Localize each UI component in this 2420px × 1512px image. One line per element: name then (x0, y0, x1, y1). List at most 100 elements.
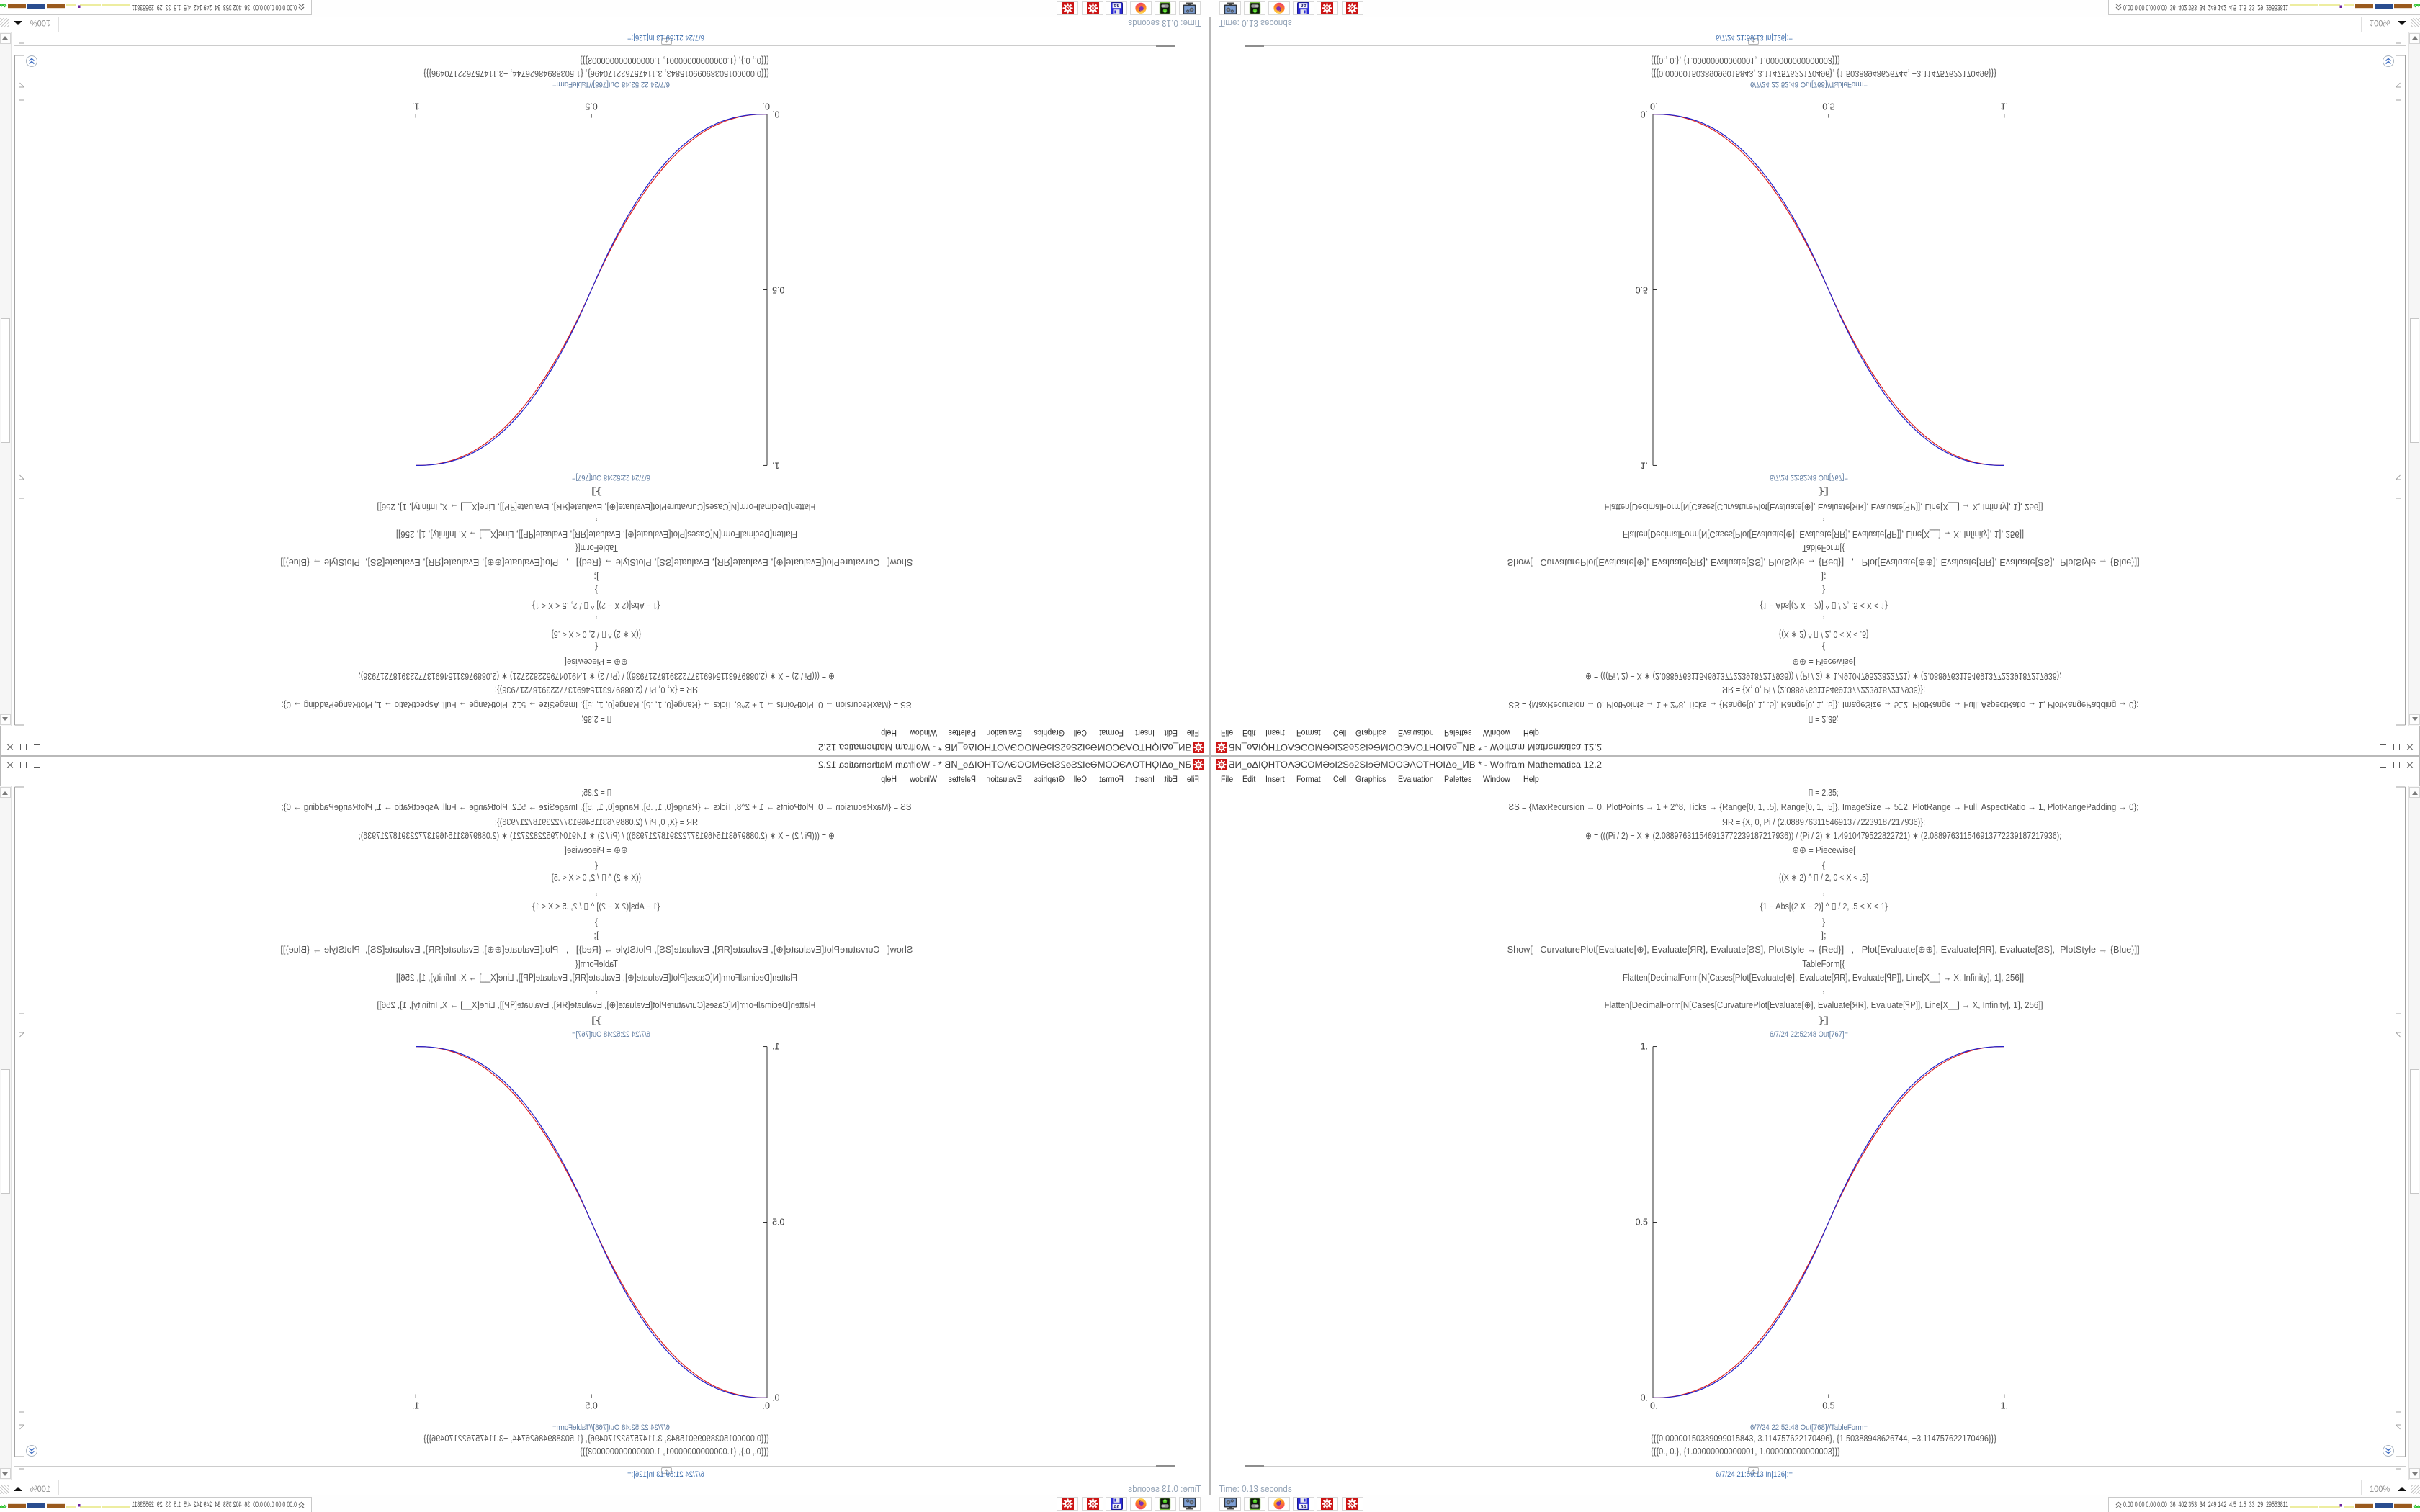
cell-bracket-input[interactable] (2396, 498, 2401, 726)
menu-insert[interactable]: Insert (1265, 774, 1285, 784)
code-line-14[interactable]: Flatten[DecimalForm[N[Cases[Plot[Evaluat… (1211, 972, 2419, 983)
cell-bracket-output[interactable] (2396, 1424, 2401, 1457)
cell-bracket-empty[interactable] (2396, 1468, 2401, 1479)
notebook-area[interactable]: = 2.35; ƧS = {MaxRecursion → 0, PlotPoint… (1, 757, 1209, 1480)
taskbar-button[interactable]: 64 (1106, 1497, 1127, 1511)
code-line-12[interactable]: Show[ CurvaturePlot[Evaluate[⊕], Evaluat… (1211, 944, 2419, 955)
magnification-dropdown-icon[interactable] (14, 1487, 22, 1491)
scroll-down-button[interactable] (2409, 33, 2420, 44)
scrollbar-thumb[interactable] (1, 1069, 10, 1194)
code-line-7[interactable]: {(X ∗ 2) ^ / 2, 0 < X < .5} (1211, 872, 2419, 883)
code-line-3[interactable]: ЯR = {X, 0, Pi / (2.08897631154691377223… (1211, 816, 2419, 827)
scrollbar-thumb[interactable] (2410, 1069, 2419, 1194)
cell-bracket-empty[interactable] (19, 1468, 24, 1479)
code-line-5[interactable]: ⊕⊕ = Piecewise[ (1211, 845, 2419, 855)
taskbar-button[interactable] (1179, 1497, 1201, 1511)
magnification-dropdown-icon[interactable] (2398, 21, 2406, 25)
window-resize-grip[interactable] (2411, 18, 2420, 27)
close-button[interactable] (2405, 742, 2416, 752)
cell-bracket-output[interactable] (2396, 99, 2401, 480)
menu-palettes[interactable]: Palettes (1444, 774, 1472, 784)
code-line-10[interactable]: } (1211, 917, 2419, 927)
code-line-13[interactable]: TableForm[{ (1211, 958, 2419, 969)
magnification-panel[interactable]: 100% (2361, 1480, 2420, 1496)
scrollbar-thumb[interactable] (2410, 318, 2419, 443)
cell-brackets[interactable] (1, 32, 1209, 755)
taskbar-button[interactable] (1130, 1497, 1152, 1511)
scroll-up-button[interactable] (0, 787, 11, 798)
insert-cell-plus-icon[interactable]: + (1748, 1467, 1759, 1474)
code-line-15[interactable]: , (1211, 984, 2419, 994)
cell-bracket-input[interactable] (19, 498, 24, 726)
scroll-up-button[interactable] (2409, 714, 2420, 725)
menu-help[interactable]: Help (1523, 774, 1539, 784)
close-button[interactable] (4, 742, 15, 752)
scroll-up-button[interactable] (2409, 787, 2420, 798)
cell-bracket-output[interactable] (19, 1424, 24, 1457)
taskbar-button[interactable] (1317, 1497, 1338, 1511)
collapse-suggestions-icon[interactable] (26, 55, 37, 67)
taskbar-button[interactable] (1244, 1, 1265, 15)
scroll-down-button[interactable] (0, 1468, 11, 1479)
taskbar-button[interactable] (1268, 1, 1290, 15)
taskbar-button[interactable]: 64 (1293, 1, 1314, 15)
scroll-down-button[interactable] (0, 33, 11, 44)
notebook-area[interactable]: = 2.35; ƧS = {MaxRecursion → 0, PlotPoint… (1211, 757, 2419, 1480)
menu-format[interactable]: Format (1296, 774, 1321, 784)
scroll-down-button[interactable] (2409, 1468, 2420, 1479)
code-line-6[interactable]: { (1211, 860, 2419, 870)
cell-bracket-input[interactable] (19, 786, 24, 1014)
notebook-area[interactable]: = 2.35; ƧS = {MaxRecursion → 0, PlotPoint… (1211, 32, 2419, 755)
menu-edit[interactable]: Edit (1242, 774, 1256, 784)
cell-bracket-output[interactable] (19, 1032, 24, 1413)
cell-bracket-output[interactable] (2396, 1032, 2401, 1413)
maximize-button[interactable] (2392, 760, 2403, 770)
close-button[interactable] (2405, 760, 2416, 770)
title-bar[interactable]: ƋИ_ѳΔІǪHTOΛЭCOMƏɘІ2Ѕѳ2ЅІɘƏMOOЭΛOTHOІΔѳ_Ͷ… (1211, 757, 2419, 773)
title-bar[interactable]: ƋИ_ѳΔІǪHTOΛЭCOMƏɘІ2Ѕѳ2ЅІɘƏMOOЭΛOTHOІΔѳ_Ͷ… (1211, 739, 2419, 755)
close-button[interactable] (4, 760, 15, 770)
window-resize-grip[interactable] (2411, 1485, 2420, 1494)
code-line-2[interactable]: ƧS = {MaxRecursion → 0, PlotPoints → 1 +… (1211, 801, 2419, 812)
taskbar-button[interactable] (1317, 1, 1338, 15)
title-bar[interactable]: ƋИ_ѳΔІǪHTOΛЭCOMƏɘІ2Ѕѳ2ЅІɘƏMOOЭΛOTHOІΔѳ_Ͷ… (1, 757, 1209, 773)
code-line-1[interactable]: = 2.35; (1211, 787, 2419, 798)
tray-expand-icon[interactable] (297, 2, 305, 12)
cell-bracket-empty[interactable] (19, 33, 24, 44)
cell-brackets[interactable] (1211, 757, 2419, 1480)
cell-bracket-output[interactable] (2396, 55, 2401, 88)
taskbar-button[interactable] (1179, 1, 1201, 15)
minimize-button[interactable] (2378, 760, 2389, 770)
cell-brackets[interactable] (1, 757, 1209, 1480)
code-line-11[interactable]: ]; (1211, 930, 2419, 940)
window-resize-grip[interactable] (0, 1485, 9, 1494)
title-bar[interactable]: ƋИ_ѳΔІǪHTOΛЭCOMƏɘІ2Ѕѳ2ЅІɘƏMOOЭΛOTHOІΔѳ_Ͷ… (1, 739, 1209, 755)
taskbar-button[interactable] (1130, 1, 1152, 15)
code-line-17[interactable]: }] (1211, 1014, 2419, 1025)
notebook-area[interactable]: = 2.35; ƧS = {MaxRecursion → 0, PlotPoint… (1, 32, 1209, 755)
code-line-4[interactable]: ⊕ = (((Pi / 2) − X ∗ (2.0889763115469137… (1211, 830, 2419, 841)
collapse-suggestions-icon[interactable] (26, 1445, 37, 1457)
cell-brackets[interactable] (1211, 32, 2419, 755)
cell-bracket-empty[interactable] (2396, 33, 2401, 44)
taskbar-button[interactable] (1244, 1497, 1265, 1511)
scrollbar-thumb[interactable] (1, 318, 10, 443)
collapse-suggestions-icon[interactable] (2383, 1445, 2394, 1457)
magnification-dropdown-icon[interactable] (14, 21, 22, 25)
window-resize-grip[interactable] (0, 18, 9, 27)
cell-bracket-input[interactable] (2396, 786, 2401, 1014)
cell-bracket-output[interactable] (19, 55, 24, 88)
cell-bracket-output[interactable] (19, 99, 24, 480)
menu-window[interactable]: Window (1483, 774, 1510, 784)
scroll-up-button[interactable] (0, 714, 11, 725)
cell-insertion-bar[interactable] (1245, 1466, 2406, 1467)
code-line-9[interactable]: {1 − Abs[(2 X − 2)] ^ / 2, .5 < X < 1} (1211, 901, 2419, 912)
tray-expand-icon[interactable] (2115, 2, 2123, 12)
taskbar-button[interactable] (1155, 1, 1176, 15)
taskbar-button[interactable]: 64 (1106, 1, 1127, 15)
taskbar-button[interactable]: 64 (1293, 1497, 1314, 1511)
menu-graphics[interactable]: Graphics (1355, 774, 1386, 784)
taskbar-button[interactable] (1082, 1, 1103, 15)
taskbar-button[interactable] (1219, 1, 1241, 15)
taskbar-button[interactable] (1057, 1, 1078, 15)
